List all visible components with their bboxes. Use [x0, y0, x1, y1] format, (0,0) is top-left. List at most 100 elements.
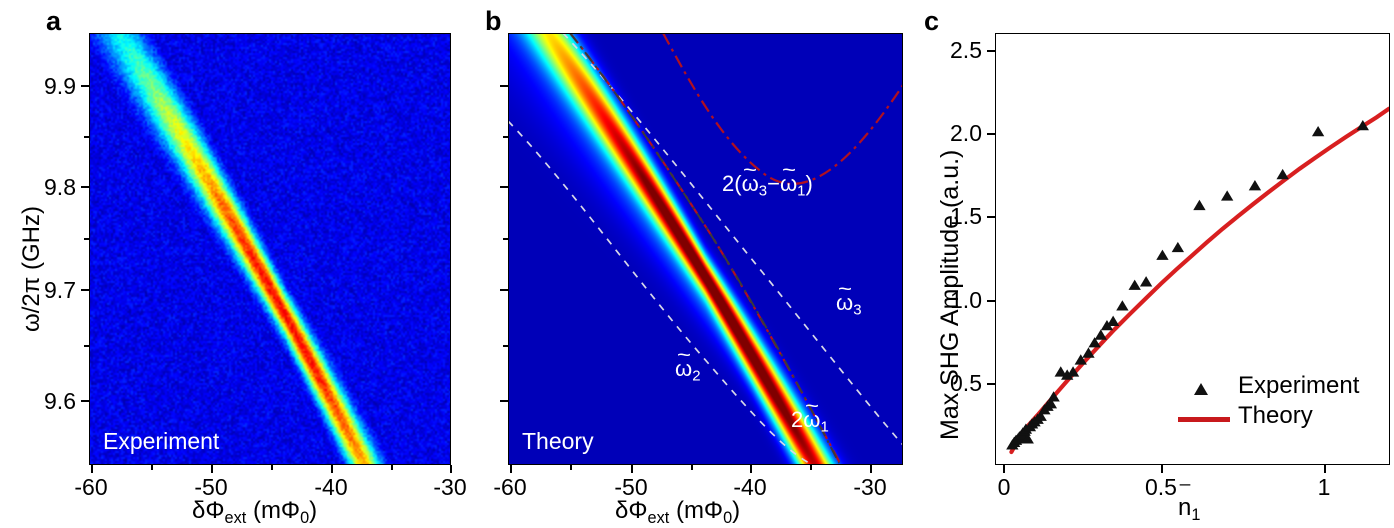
panel-c-data-layer — [1006, 106, 1389, 455]
panel-a-xaxis-post: ) — [309, 497, 318, 524]
w1-omega: ~ ω — [803, 394, 821, 432]
experiment-data-point — [1034, 410, 1047, 421]
two-omega1-curve-label: 2 ~ ω1 — [791, 394, 829, 436]
panel-b-inset-label: Theory — [522, 428, 594, 454]
panel-c-ytick-1.0 — [987, 300, 995, 302]
sd-omega1: ~ ω — [779, 158, 798, 196]
legend-label-experiment: Experiment — [1238, 372, 1360, 399]
experiment-data-point — [1193, 199, 1206, 211]
panel-a-yticklabel-9.8: 9.8 — [44, 174, 76, 200]
panel-a-yticklabel-9.7: 9.7 — [44, 277, 76, 303]
panel-a-xaxis-title: δΦext (mΦ0) — [192, 497, 317, 528]
panel-c-xtick-0 — [1003, 465, 1005, 473]
panel-b: b Theory 2(~ ω3− ~ ω1) — [460, 0, 920, 527]
panel-c-ytick-2.5 — [987, 50, 995, 52]
panel-b-xaxis-post: ) — [732, 497, 741, 524]
experiment-data-point — [1061, 369, 1074, 380]
experiment-data-point — [1248, 180, 1262, 191]
panel-a-xticklabel--30: -30 — [433, 474, 467, 500]
panel-a-inset-label: Experiment — [103, 428, 220, 454]
sd-s2: 1 — [797, 182, 806, 200]
experiment-data-point — [1047, 391, 1060, 402]
experiment-heatmap — [89, 33, 451, 465]
panel-a-ytick-9.8 — [81, 186, 89, 188]
panel-c: c Experiment Theory 2.5 2.0 1.5 1.0 0 — [920, 0, 1394, 526]
panel-b-xtick-minor-2 — [691, 465, 693, 470]
sd-dash: − — [767, 171, 780, 196]
sd-post: ) — [805, 171, 813, 196]
panel-c-ytick-0.5 — [987, 383, 995, 385]
panel-c-ytick-1.5 — [987, 216, 995, 218]
panel-b-plot-area: Theory 2(~ ω3− ~ ω1) ~ ω3 ~ ω 2 2 ~ ω1 — [508, 33, 903, 465]
panel-a-ytick-9.6 — [81, 400, 89, 402]
w1-s: 1 — [820, 418, 829, 436]
experiment-data-point — [1054, 366, 1067, 377]
panel-b-ytick-1 — [500, 85, 508, 87]
panel-b-ytick-3 — [500, 289, 508, 291]
panel-a-xtick-minor-1 — [151, 465, 153, 470]
legend-label-theory: Theory — [1238, 402, 1313, 429]
panel-b-ytick-minor-3 — [503, 345, 508, 347]
panel-b-overlay-curves — [508, 33, 903, 465]
panel-a-xtick--30 — [450, 465, 452, 473]
experiment-data-point — [1171, 241, 1185, 253]
experiment-data-point — [1100, 319, 1114, 331]
panel-a-yticklabel-9.9: 9.9 — [44, 73, 76, 99]
nbar-sub: 1 — [1191, 505, 1201, 524]
sd-w1: ω — [741, 171, 759, 196]
panel-a-ytick-minor-2 — [84, 238, 89, 240]
panel-b-xtick--50 — [631, 465, 633, 473]
panel-b-xaxis-symbol: δΦ — [615, 497, 648, 524]
w2-w: ω — [675, 356, 693, 381]
panel-b-xaxis-mid: (mΦ — [669, 497, 724, 524]
panel-b-xtick--40 — [750, 465, 752, 473]
panel-b-ytick-minor-1 — [503, 136, 508, 138]
experiment-data-point — [1044, 398, 1058, 409]
experiment-data-point — [1128, 279, 1141, 290]
panel-c-yticklabel-0.5: 0.5 — [950, 370, 982, 396]
panel-a-xtick--50 — [211, 465, 213, 473]
panel-c-yticklabel-2.0: 2.0 — [950, 120, 982, 146]
sd-omega3: ~ ω — [741, 158, 759, 196]
panel-c-plot-area: Experiment Theory — [995, 33, 1390, 465]
panel-a-plot-area: Experiment — [89, 33, 451, 465]
panel-b-ytick-2 — [500, 186, 508, 188]
panel-a-xticklabel--50: -50 — [194, 474, 228, 500]
panel-c-xticklabel-0: 0 — [997, 474, 1011, 500]
panel-c-yaxis-title: Max SHG Amplitude (a.u.) — [936, 149, 964, 440]
panel-b-letter: b — [485, 6, 502, 36]
panel-a-ytick-minor-1 — [84, 136, 89, 138]
sum-difference-curve-label: 2(~ ω3− ~ ω1) — [722, 158, 813, 200]
panel-b-xaxis-sub1: ext — [647, 508, 670, 527]
panel-a-xtick-minor-3 — [391, 465, 393, 470]
w2-s: 2 — [692, 367, 701, 385]
omega3-curve-label: ~ ω3 — [836, 277, 862, 319]
panel-b-ytick-minor-2 — [503, 238, 508, 240]
panel-c-yticklabel-1.5: 1.5 — [950, 203, 982, 229]
w1-w: ω — [803, 407, 821, 432]
panel-c-ytick-2.0 — [987, 133, 995, 135]
experiment-data-point — [1106, 315, 1120, 326]
panel-b-xticklabel--50: -50 — [614, 474, 648, 500]
panel-b-xticklabel--30: -30 — [853, 474, 887, 500]
panel-b-xticklabel--60: -60 — [493, 474, 527, 500]
panel-a-xaxis-sub1: ext — [224, 508, 247, 527]
sd-w2: ω — [779, 171, 798, 196]
panel-a-ytick-9.7 — [81, 289, 89, 291]
w3-omega: ~ ω — [836, 277, 854, 315]
w3-w: ω — [836, 290, 854, 315]
nbar-n: n — [1178, 494, 1192, 521]
experiment-data-point — [1221, 190, 1234, 201]
panel-a-ytick-9.9 — [81, 85, 89, 87]
panel-a-yaxis-title: ω/2π (GHz) — [18, 206, 45, 332]
experiment-data-point — [1311, 125, 1325, 137]
experiment-data-point — [1139, 276, 1153, 287]
panel-c-xticklabel-1: 1 — [1317, 474, 1331, 500]
panel-a-ytick-minor-3 — [84, 345, 89, 347]
experiment-data-point — [1094, 329, 1107, 340]
experiment-data-point — [1088, 337, 1101, 348]
panel-a-yticklabel-9.6: 9.6 — [44, 388, 76, 414]
panel-a-xaxis-sub2: 0 — [300, 508, 310, 527]
sd-pre: 2( — [722, 171, 742, 196]
